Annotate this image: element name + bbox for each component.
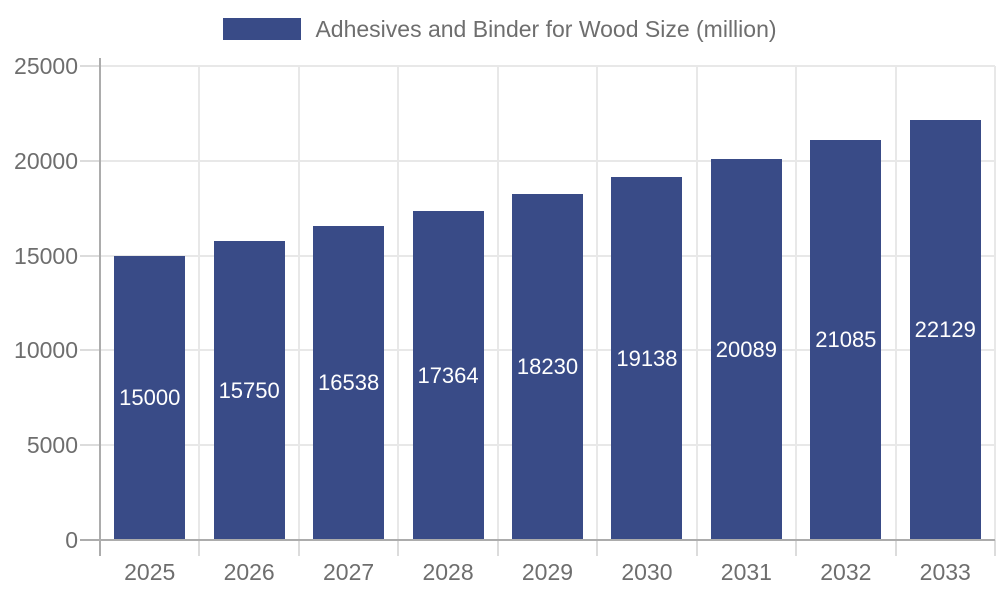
x-axis-tick: [496, 540, 499, 556]
x-axis-tick-label: 2028: [422, 559, 474, 585]
x-gridline: [397, 66, 400, 540]
x-axis-tick-label: 2032: [820, 559, 872, 585]
y-axis-tick-label: 5000: [26, 432, 78, 459]
y-axis-tick: [80, 349, 100, 352]
y-axis-line: [99, 58, 101, 556]
y-axis-tick: [80, 254, 100, 257]
x-axis-tick-label: 2031: [720, 559, 772, 585]
x-axis-tick: [198, 540, 201, 556]
x-axis-tick: [297, 540, 300, 556]
bar: [114, 256, 186, 540]
x-axis-tick: [894, 540, 897, 556]
x-gridline: [795, 66, 798, 540]
bar: [710, 159, 782, 540]
y-axis-tick: [80, 65, 100, 67]
bar-value-label: 18230: [516, 354, 579, 379]
legend-swatch: [223, 18, 302, 40]
x-gridline: [695, 66, 698, 540]
y-axis-tick-label: 20000: [14, 147, 78, 174]
bar-value-label: 20089: [715, 336, 777, 362]
y-axis-tick-label: 10000: [14, 337, 78, 364]
bar-value-label: 15750: [218, 377, 280, 403]
x-gridline: [994, 66, 996, 540]
y-gridline: [100, 65, 995, 67]
x-gridline: [297, 66, 300, 540]
x-axis-tick-label: 2029: [521, 559, 574, 585]
bar-value-label: 17364: [417, 362, 479, 388]
x-gridline: [596, 66, 599, 540]
x-axis-tick-label: 2030: [621, 559, 673, 585]
bar-value-label: 21085: [815, 327, 877, 352]
bar: [512, 194, 583, 540]
y-axis-tick-label: 0: [65, 527, 78, 553]
x-gridline: [496, 66, 499, 540]
x-axis-tick-label: 2033: [919, 559, 971, 585]
x-axis-tick-label: 2025: [124, 559, 176, 585]
x-axis-tick-label: 2027: [323, 559, 375, 585]
bar-value-label: 22129: [914, 317, 976, 342]
y-gridline: [100, 159, 995, 162]
bar: [909, 120, 981, 540]
y-axis-tick: [80, 159, 100, 162]
bar-value-label: 15000: [119, 385, 181, 410]
y-axis-tick: [80, 444, 100, 447]
x-gridline: [198, 66, 201, 540]
x-axis-line: [80, 539, 995, 541]
x-axis-tick: [695, 540, 698, 556]
bar: [611, 177, 683, 540]
x-axis-tick: [795, 540, 798, 556]
bar-value-label: 19138: [616, 345, 678, 371]
x-axis-tick-label: 2026: [223, 559, 275, 585]
x-gridline: [894, 66, 897, 540]
x-axis-tick: [397, 540, 400, 556]
x-axis-tick: [994, 540, 996, 556]
y-axis-tick-label: 15000: [14, 242, 78, 269]
chart-legend: Adhesives and Binder for Wood Size (mill…: [0, 16, 1000, 42]
bar: [213, 241, 285, 540]
bar: [810, 140, 882, 540]
bar: [313, 226, 385, 540]
bar: [412, 211, 484, 540]
bar-value-label: 16538: [318, 370, 380, 395]
y-axis-tick-label: 25000: [14, 53, 78, 79]
legend-label: Adhesives and Binder for Wood Size (mill…: [315, 16, 777, 42]
x-axis-tick: [596, 540, 599, 556]
